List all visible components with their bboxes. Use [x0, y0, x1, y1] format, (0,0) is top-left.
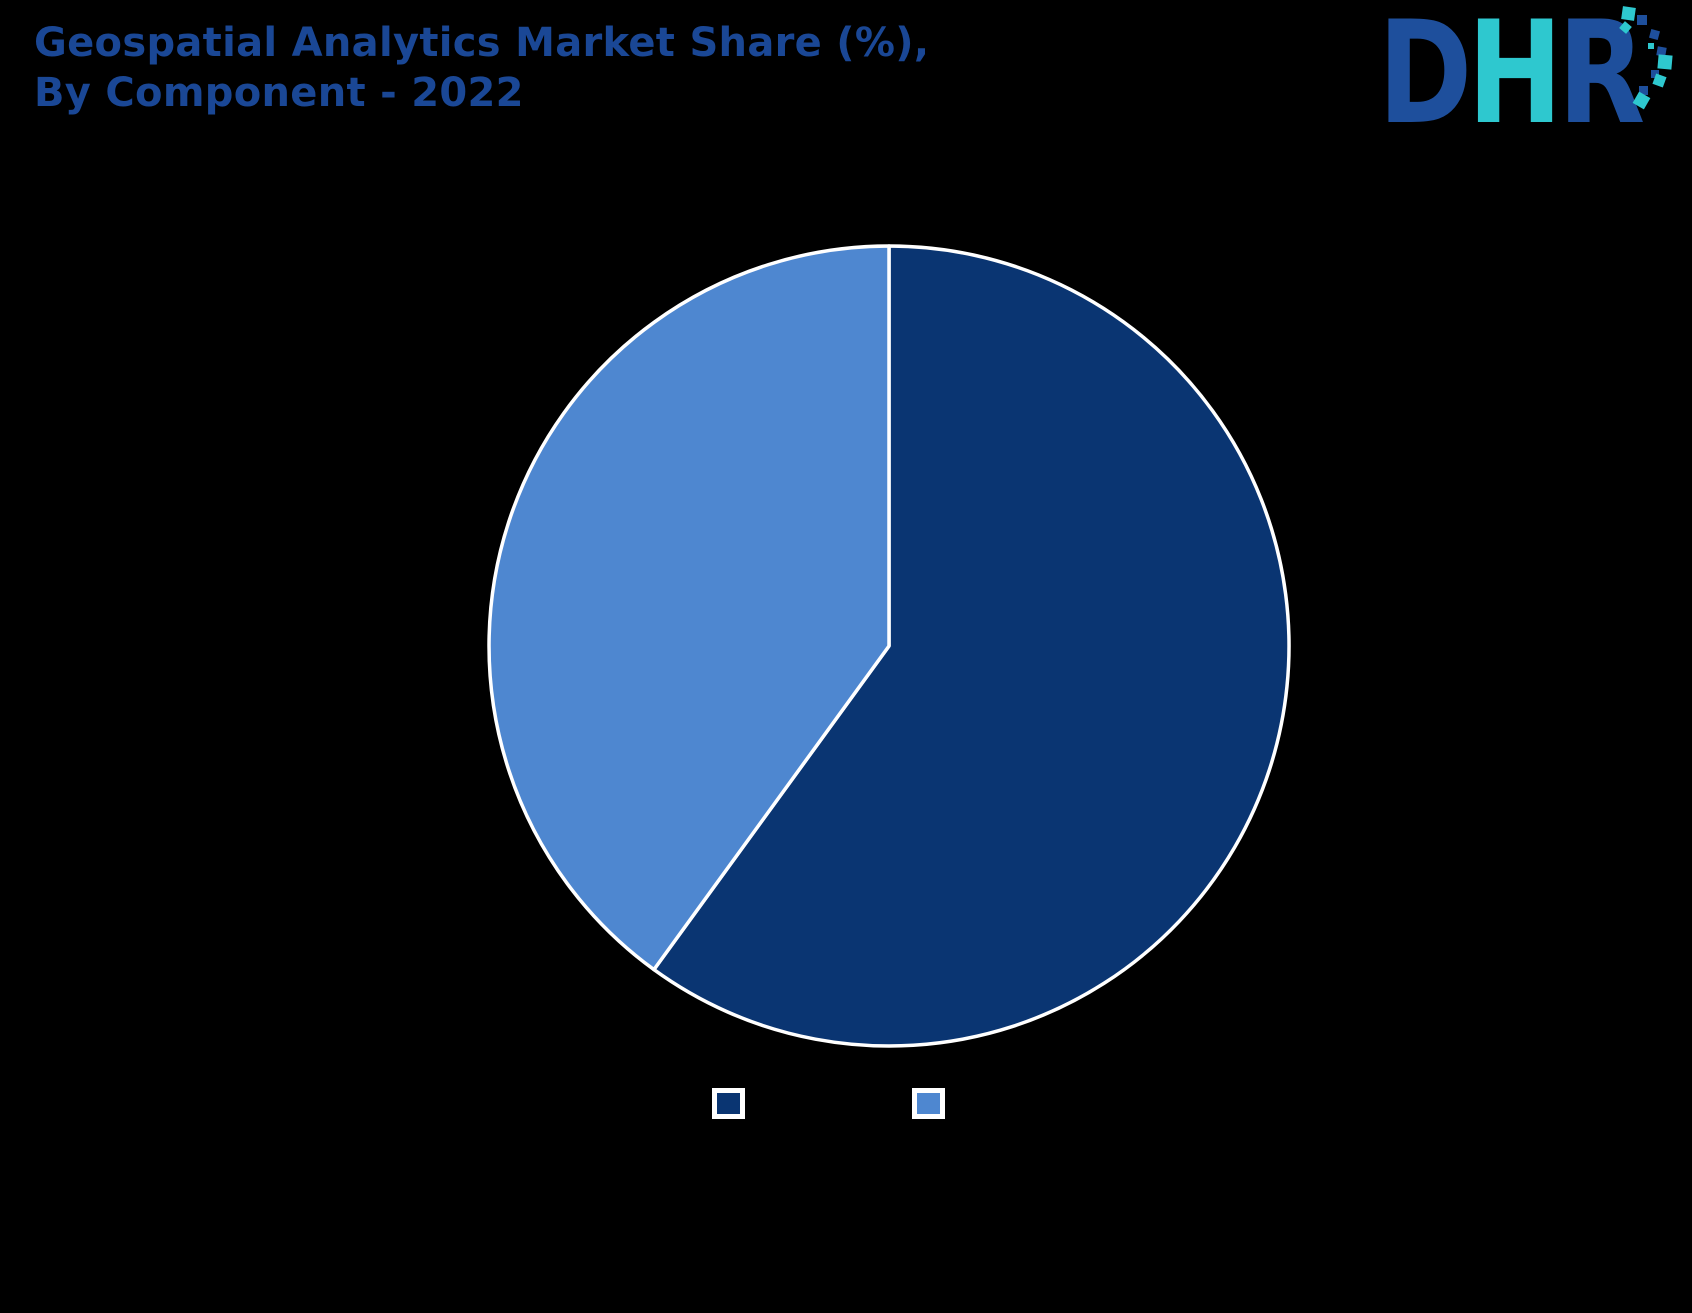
dhr-logo: DHR	[1378, 3, 1688, 146]
page-title: Geospatial Analytics Market Share (%), B…	[34, 18, 929, 119]
logo-dot	[1637, 15, 1647, 25]
pie-slice-2	[487, 244, 891, 972]
page-title-line-2: By Component - 2022	[34, 70, 524, 117]
legend-swatch-segment-2	[912, 1088, 945, 1119]
dhr-logo-text: DHR	[1378, 3, 1645, 145]
logo-dot	[1648, 43, 1654, 49]
page-title-line-1: Geospatial Analytics Market Share (%),	[34, 20, 930, 66]
logo-dots-arc	[1615, 4, 1690, 129]
logo-dot	[1639, 86, 1648, 95]
logo-letter-d: D	[1378, 0, 1472, 156]
logo-letter-h: H	[1467, 0, 1563, 156]
legend-swatch-segment-1	[712, 1088, 745, 1119]
pie-slice-1	[652, 244, 1291, 1048]
